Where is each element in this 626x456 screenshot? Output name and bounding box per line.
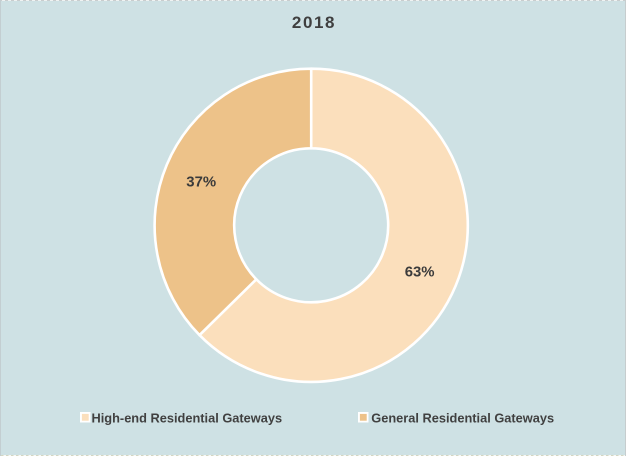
svg-text:General Residential Gateways: General Residential Gateways xyxy=(371,410,554,425)
svg-text:2018: 2018 xyxy=(292,13,336,32)
svg-text:High-end Residential Gateways: High-end Residential Gateways xyxy=(92,410,283,425)
svg-text:37%: 37% xyxy=(186,175,216,191)
svg-text:63%: 63% xyxy=(405,264,435,280)
